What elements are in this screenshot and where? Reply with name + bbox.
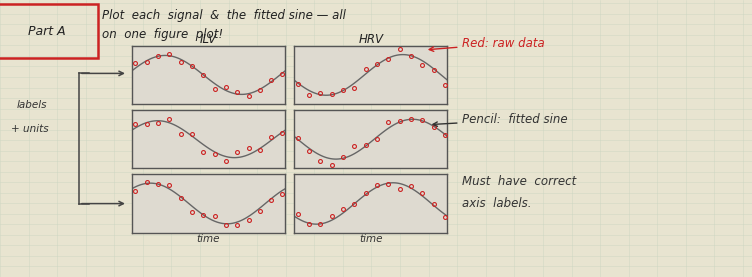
Text: Plot  each  signal  &  the  fitted sine — all: Plot each signal & the fitted sine — all: [102, 9, 345, 22]
Text: + units: + units: [11, 124, 48, 134]
Text: axis  labels.: axis labels.: [462, 197, 532, 210]
Title: HRV: HRV: [358, 33, 384, 46]
X-axis label: time: time: [359, 234, 383, 244]
Text: on  one  figure  plot!: on one figure plot!: [102, 28, 223, 41]
Text: labels: labels: [17, 100, 47, 110]
Text: Red: raw data: Red: raw data: [429, 37, 545, 51]
Text: Must  have  correct: Must have correct: [462, 175, 577, 188]
Title: ILV: ILV: [200, 33, 217, 46]
Text: Pencil:  fitted sine: Pencil: fitted sine: [433, 113, 568, 126]
X-axis label: time: time: [196, 234, 220, 244]
Text: Part A: Part A: [28, 25, 65, 38]
